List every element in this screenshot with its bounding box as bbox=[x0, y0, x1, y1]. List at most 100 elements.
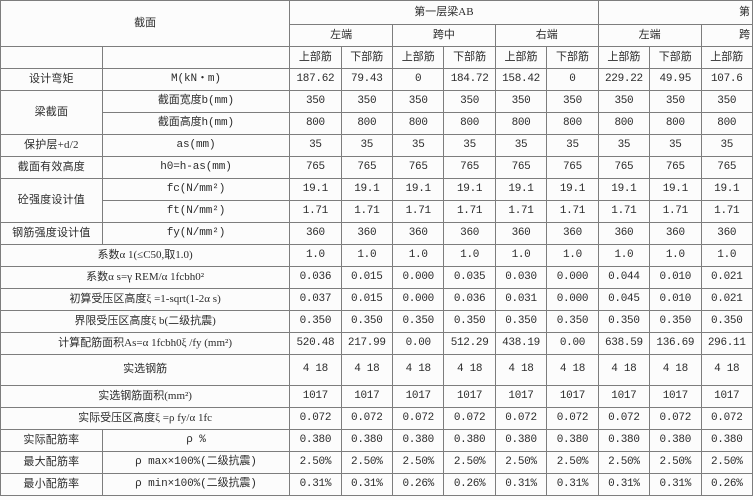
cell: 0.31% bbox=[289, 473, 342, 496]
split-row-formula-1: ρ max×100%(二级抗震) bbox=[101, 451, 291, 474]
table-row: 最大配筋率 ρ max×100%(二级抗震) 2.50% 2.50% 2.50%… bbox=[0, 451, 753, 474]
rebar-header-1: 下部筋 bbox=[340, 46, 394, 69]
wide-row-label-0: 系数α 1(≤C50,取1.0) bbox=[0, 244, 291, 267]
cell: 360 bbox=[649, 222, 702, 245]
header-blank-formula bbox=[101, 46, 291, 69]
cell: 2.50% bbox=[597, 451, 651, 474]
cell: 296.11 bbox=[700, 332, 753, 355]
cell: 4 18 bbox=[340, 354, 394, 386]
cell: 0.045 bbox=[597, 288, 651, 311]
cell: 0.350 bbox=[340, 310, 394, 333]
cell: 360 bbox=[391, 222, 445, 245]
cell: 360 bbox=[289, 222, 342, 245]
rebar-header-2: 上部筋 bbox=[391, 46, 445, 69]
cell: 800 bbox=[289, 112, 342, 135]
cell: 800 bbox=[340, 112, 394, 135]
cell: 1017 bbox=[289, 385, 342, 408]
split-row-label-1: 最大配筋率 bbox=[0, 451, 103, 474]
cell: 107.6 bbox=[700, 68, 753, 91]
cell: 360 bbox=[597, 222, 651, 245]
cell: 0.072 bbox=[546, 407, 599, 430]
cell: 0.072 bbox=[340, 407, 394, 430]
cell: 0.380 bbox=[494, 429, 548, 452]
position-header-1: 跨中 bbox=[392, 24, 496, 47]
group-header-1: 第 bbox=[597, 0, 753, 25]
cell: 0.350 bbox=[649, 310, 702, 333]
row-formula-4: h0=h-as(mm) bbox=[101, 156, 291, 179]
rebar-header-4: 上部筋 bbox=[494, 46, 548, 69]
cell: 765 bbox=[649, 156, 702, 179]
cell: 512.29 bbox=[443, 332, 496, 355]
cell: 2.50% bbox=[700, 451, 753, 474]
cell: 0.350 bbox=[391, 310, 445, 333]
cell: 0.072 bbox=[597, 407, 651, 430]
row-formula-5: fc(N/mm²) bbox=[101, 178, 291, 201]
cell: 1017 bbox=[649, 385, 702, 408]
cell: 0.26% bbox=[443, 473, 496, 496]
table-row: 实选钢筋面积(mm²) 1017 1017 1017 1017 1017 101… bbox=[0, 385, 753, 408]
cell: 35 bbox=[289, 134, 342, 157]
cell: 2.50% bbox=[546, 451, 599, 474]
cell: 0 bbox=[391, 68, 445, 91]
cell: 35 bbox=[494, 134, 548, 157]
cell: 1.0 bbox=[597, 244, 651, 267]
cell: 350 bbox=[494, 90, 548, 113]
cell: 0.350 bbox=[546, 310, 599, 333]
cell: 0.015 bbox=[340, 266, 394, 289]
cell: 229.22 bbox=[597, 68, 651, 91]
cell: 438.19 bbox=[494, 332, 548, 355]
cell: 79.43 bbox=[340, 68, 394, 91]
row-label-7: 钢筋强度设计值 bbox=[0, 222, 103, 245]
cell: 0.380 bbox=[340, 429, 394, 452]
cell: 765 bbox=[597, 156, 651, 179]
cell: 1017 bbox=[700, 385, 753, 408]
cell: 0.31% bbox=[546, 473, 599, 496]
cell: 350 bbox=[443, 90, 496, 113]
cell: 0.010 bbox=[649, 288, 702, 311]
table-row: ft(N/mm²) 1.71 1.71 1.71 1.71 1.71 1.71 … bbox=[1, 200, 753, 223]
cell: 0.036 bbox=[289, 266, 342, 289]
cell: 0.31% bbox=[597, 473, 651, 496]
cell: 35 bbox=[340, 134, 394, 157]
cell: 0.31% bbox=[649, 473, 702, 496]
cell: 360 bbox=[443, 222, 496, 245]
cell: 0.350 bbox=[597, 310, 651, 333]
cell: 1017 bbox=[391, 385, 445, 408]
cell: 0.31% bbox=[340, 473, 394, 496]
table-row: 钢筋强度设计值 fy(N/mm²) 360 360 360 360 360 36… bbox=[0, 222, 753, 245]
wide-row-label-4: 计算配筋面积As=α 1fcbh0ξ /fy (mm²) bbox=[0, 332, 291, 355]
cell: 4 18 bbox=[546, 354, 599, 386]
cell: 350 bbox=[649, 90, 702, 113]
cell: 217.99 bbox=[340, 332, 394, 355]
cell: 0.350 bbox=[700, 310, 753, 333]
table-row: 实选钢筋 4 18 4 18 4 18 4 18 4 18 4 18 4 18 … bbox=[0, 354, 753, 386]
cell: 1.0 bbox=[391, 244, 445, 267]
cell: 1017 bbox=[494, 385, 548, 408]
cell: 1.71 bbox=[443, 200, 496, 223]
cell: 35 bbox=[649, 134, 702, 157]
wide-row-label-5: 实选钢筋 bbox=[0, 354, 291, 386]
cell: 0.350 bbox=[289, 310, 342, 333]
cell: 2.50% bbox=[391, 451, 445, 474]
rebar-header-6: 上部筋 bbox=[597, 46, 651, 69]
cell: 1.0 bbox=[340, 244, 394, 267]
cell: 0.380 bbox=[649, 429, 702, 452]
cell: 0.380 bbox=[443, 429, 496, 452]
cell: 765 bbox=[289, 156, 342, 179]
table-row: 砼强度设计值 fc(N/mm²) 19.1 19.1 19.1 19.1 19.… bbox=[0, 178, 753, 223]
cell: 19.1 bbox=[649, 178, 702, 201]
rebar-header-0: 上部筋 bbox=[289, 46, 342, 69]
cell: 0.000 bbox=[391, 288, 445, 311]
table-row: 设计弯矩 M(kN・m) 187.62 79.43 0 184.72 158.4… bbox=[0, 68, 753, 91]
cell: 19.1 bbox=[289, 178, 342, 201]
cell: 35 bbox=[443, 134, 496, 157]
header-blank-left bbox=[0, 46, 103, 69]
cell: 800 bbox=[597, 112, 651, 135]
cell: 350 bbox=[700, 90, 753, 113]
cell: 1017 bbox=[546, 385, 599, 408]
cell: 765 bbox=[443, 156, 496, 179]
cell: 1.71 bbox=[340, 200, 394, 223]
cell: 800 bbox=[494, 112, 548, 135]
cell: 0.072 bbox=[649, 407, 702, 430]
